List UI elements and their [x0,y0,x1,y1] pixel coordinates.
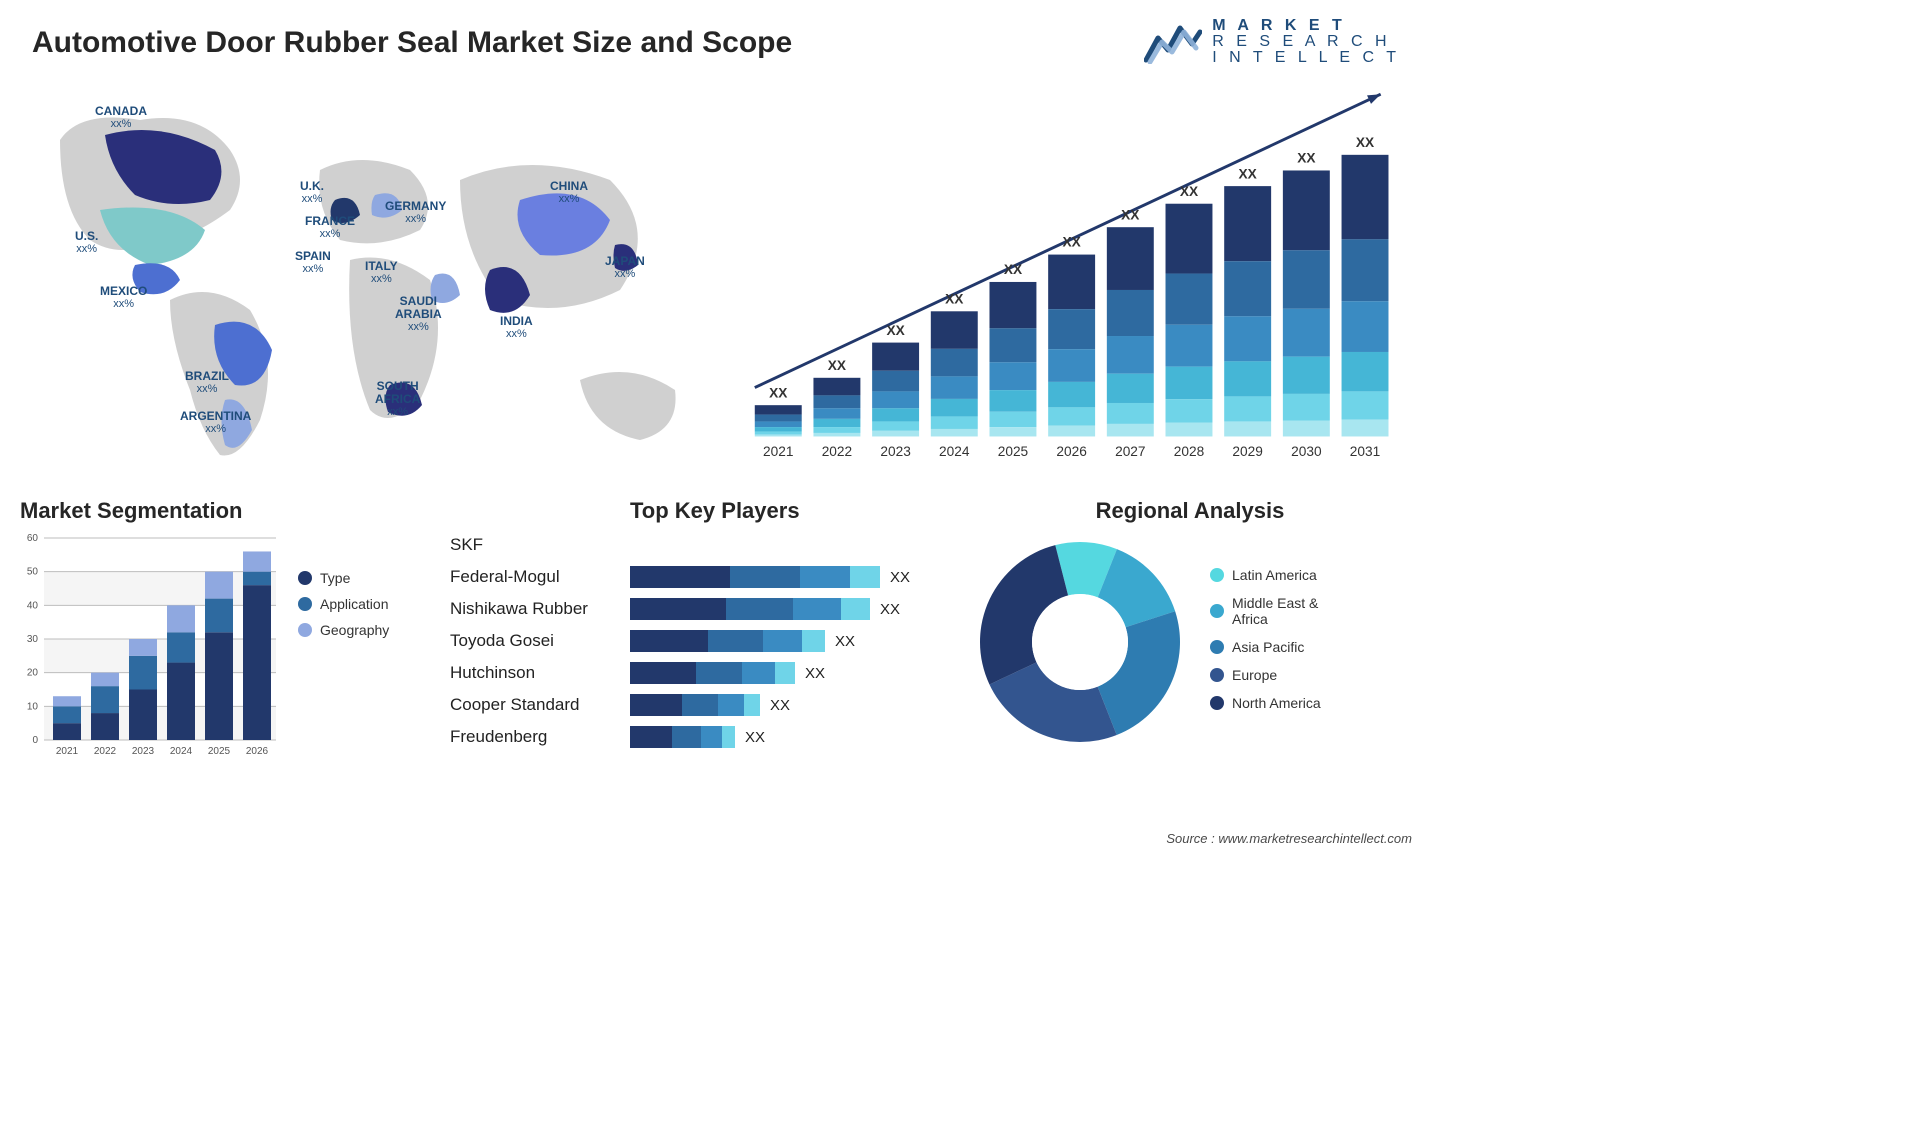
svg-text:40: 40 [27,600,39,611]
legend-item: Latin America [1210,567,1321,583]
player-value: XX [890,569,910,586]
svg-text:2026: 2026 [246,746,269,757]
map-label: ITALYxx% [365,260,398,285]
logo-text-2: R E S E A R C H [1212,34,1400,50]
map-label: JAPANxx% [605,255,645,280]
players-panel: Top Key Players SKFFederal-Mogul XX Nishik… [450,498,970,798]
regional-panel: Regional Analysis Latin America Middle Ea… [970,498,1410,798]
legend-item: Asia Pacific [1210,639,1321,655]
player-name: Hutchinson [450,658,630,688]
map-label: U.S.xx% [75,230,98,255]
map-label: GERMANYxx% [385,200,446,225]
player-bar-row: XX [630,562,970,592]
player-bar-row: XX [630,594,970,624]
player-value: XX [805,665,825,682]
svg-text:XX: XX [1121,207,1140,222]
source-text: Source : www.marketresearchintellect.com [1166,831,1412,846]
svg-text:2025: 2025 [998,444,1029,459]
svg-text:XX: XX [769,385,788,400]
map-label: CANADAxx% [95,105,147,130]
svg-text:2024: 2024 [939,444,970,459]
map-label: FRANCExx% [305,215,355,240]
svg-text:50: 50 [27,567,39,578]
svg-text:XX: XX [1180,184,1199,199]
svg-text:2021: 2021 [763,444,793,459]
segmentation-title: Market Segmentation [20,498,450,524]
svg-text:XX: XX [1297,151,1316,166]
legend-item: Geography [298,622,389,638]
svg-text:2022: 2022 [94,746,117,757]
map-label: BRAZILxx% [185,370,229,395]
logo-text-1: M A R K E T [1212,18,1400,34]
segmentation-legend: Type Application Geography [298,570,389,760]
player-value: XX [770,697,790,714]
logo-mark-icon [1144,20,1202,64]
map-label: SPAINxx% [295,250,331,275]
svg-text:30: 30 [27,634,39,645]
svg-text:2024: 2024 [170,746,193,757]
player-bar-row: XX [630,722,970,752]
svg-text:2021: 2021 [56,746,79,757]
segmentation-panel: Market Segmentation 0 10 20 30 40 50 60 2021 202… [20,498,450,798]
regional-title: Regional Analysis [970,498,1410,524]
player-bar-row: XX [630,658,970,688]
svg-text:0: 0 [32,735,38,746]
logo: M A R K E T R E S E A R C H I N T E L L … [1144,18,1400,66]
svg-text:XX: XX [1356,135,1375,150]
svg-text:XX: XX [828,358,847,373]
svg-text:20: 20 [27,668,39,679]
player-value: XX [880,601,900,618]
map-label: U.K.xx% [300,180,324,205]
svg-text:2030: 2030 [1291,444,1322,459]
svg-text:2029: 2029 [1232,444,1262,459]
svg-text:XX: XX [886,323,905,338]
growth-chart-panel: XX 2021 XX 2022 XX 2023 XX 2024 XX 2025 XX 2026 XX 20… [715,80,1410,480]
player-bar-row: XX [630,626,970,656]
player-name: Freudenberg [450,722,630,752]
player-name: Nishikawa Rubber [450,594,630,624]
player-name: SKF [450,530,630,560]
map-label: SAUDIARABIAxx% [395,295,442,333]
svg-text:2027: 2027 [1115,444,1145,459]
players-title: Top Key Players [630,498,970,524]
logo-text-3: I N T E L L E C T [1212,50,1400,66]
regional-legend: Latin America Middle East &Africa Asia Pac… [1210,567,1321,723]
svg-text:XX: XX [945,291,964,306]
map-label: CHINAxx% [550,180,588,205]
player-value: XX [835,633,855,650]
legend-item: North America [1210,695,1321,711]
svg-text:10: 10 [27,701,39,712]
svg-text:2023: 2023 [132,746,155,757]
legend-item: Application [298,596,389,612]
player-name: Cooper Standard [450,690,630,720]
svg-text:2023: 2023 [880,444,911,459]
world-map-panel: CANADAxx% U.S.xx% MEXICOxx% BRAZILxx% ARGENT… [20,80,715,480]
svg-text:2026: 2026 [1056,444,1087,459]
legend-item: Middle East &Africa [1210,595,1321,627]
player-name: Toyoda Gosei [450,626,630,656]
svg-text:XX: XX [1239,166,1258,181]
svg-text:XX: XX [1004,262,1023,277]
map-label: MEXICOxx% [100,285,147,310]
svg-text:XX: XX [1062,235,1081,250]
map-label: INDIAxx% [500,315,533,340]
svg-text:2025: 2025 [208,746,231,757]
legend-item: Type [298,570,389,586]
svg-text:60: 60 [27,533,39,544]
player-bar-row: XX [630,690,970,720]
map-label: ARGENTINAxx% [180,410,251,435]
svg-text:2028: 2028 [1174,444,1205,459]
map-label: SOUTHAFRICAxx% [375,380,420,418]
svg-text:2031: 2031 [1350,444,1380,459]
svg-text:2022: 2022 [822,444,852,459]
player-name: Federal-Mogul [450,562,630,592]
legend-item: Europe [1210,667,1321,683]
player-value: XX [745,729,765,746]
